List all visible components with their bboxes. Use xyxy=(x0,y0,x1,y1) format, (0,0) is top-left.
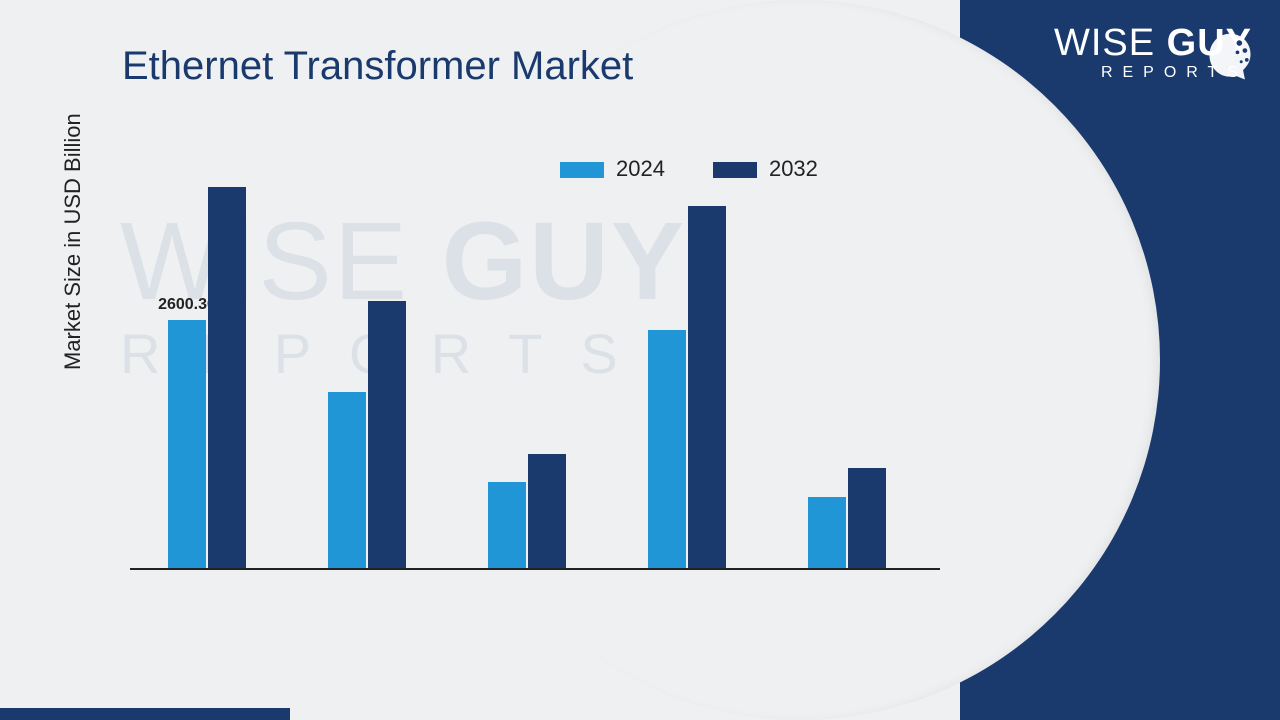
bar-2024 xyxy=(648,330,686,568)
chart-title: Ethernet Transformer Market xyxy=(122,44,633,89)
bar-2024 xyxy=(808,497,846,568)
bar-2024 xyxy=(328,392,366,568)
brand-word-a: WISE xyxy=(1054,22,1155,64)
footer-accent-bar xyxy=(0,708,290,720)
y-axis-label: Market Size in USD Billion xyxy=(60,113,86,370)
bar-2032 xyxy=(848,468,886,568)
bar-2032 xyxy=(688,206,726,568)
page-root: WISE GUY REPORTS Ethernet Transformer Ma… xyxy=(0,0,1280,720)
head-icon xyxy=(1202,30,1258,86)
bar-2024 xyxy=(488,482,526,568)
bar-2032 xyxy=(528,454,566,568)
bar-2032 xyxy=(368,301,406,568)
brand-logo: WISE GUY REPORTS xyxy=(992,24,1252,94)
bar-2024: 2600.36 xyxy=(168,320,206,568)
bar-chart: Market Size in USD Billion 2024 2032 260… xyxy=(100,170,940,610)
bar-2032 xyxy=(208,187,246,568)
plot-area: 2600.36NORTHAMERICAEUROPESOUTHAMERICAASI… xyxy=(130,170,940,570)
